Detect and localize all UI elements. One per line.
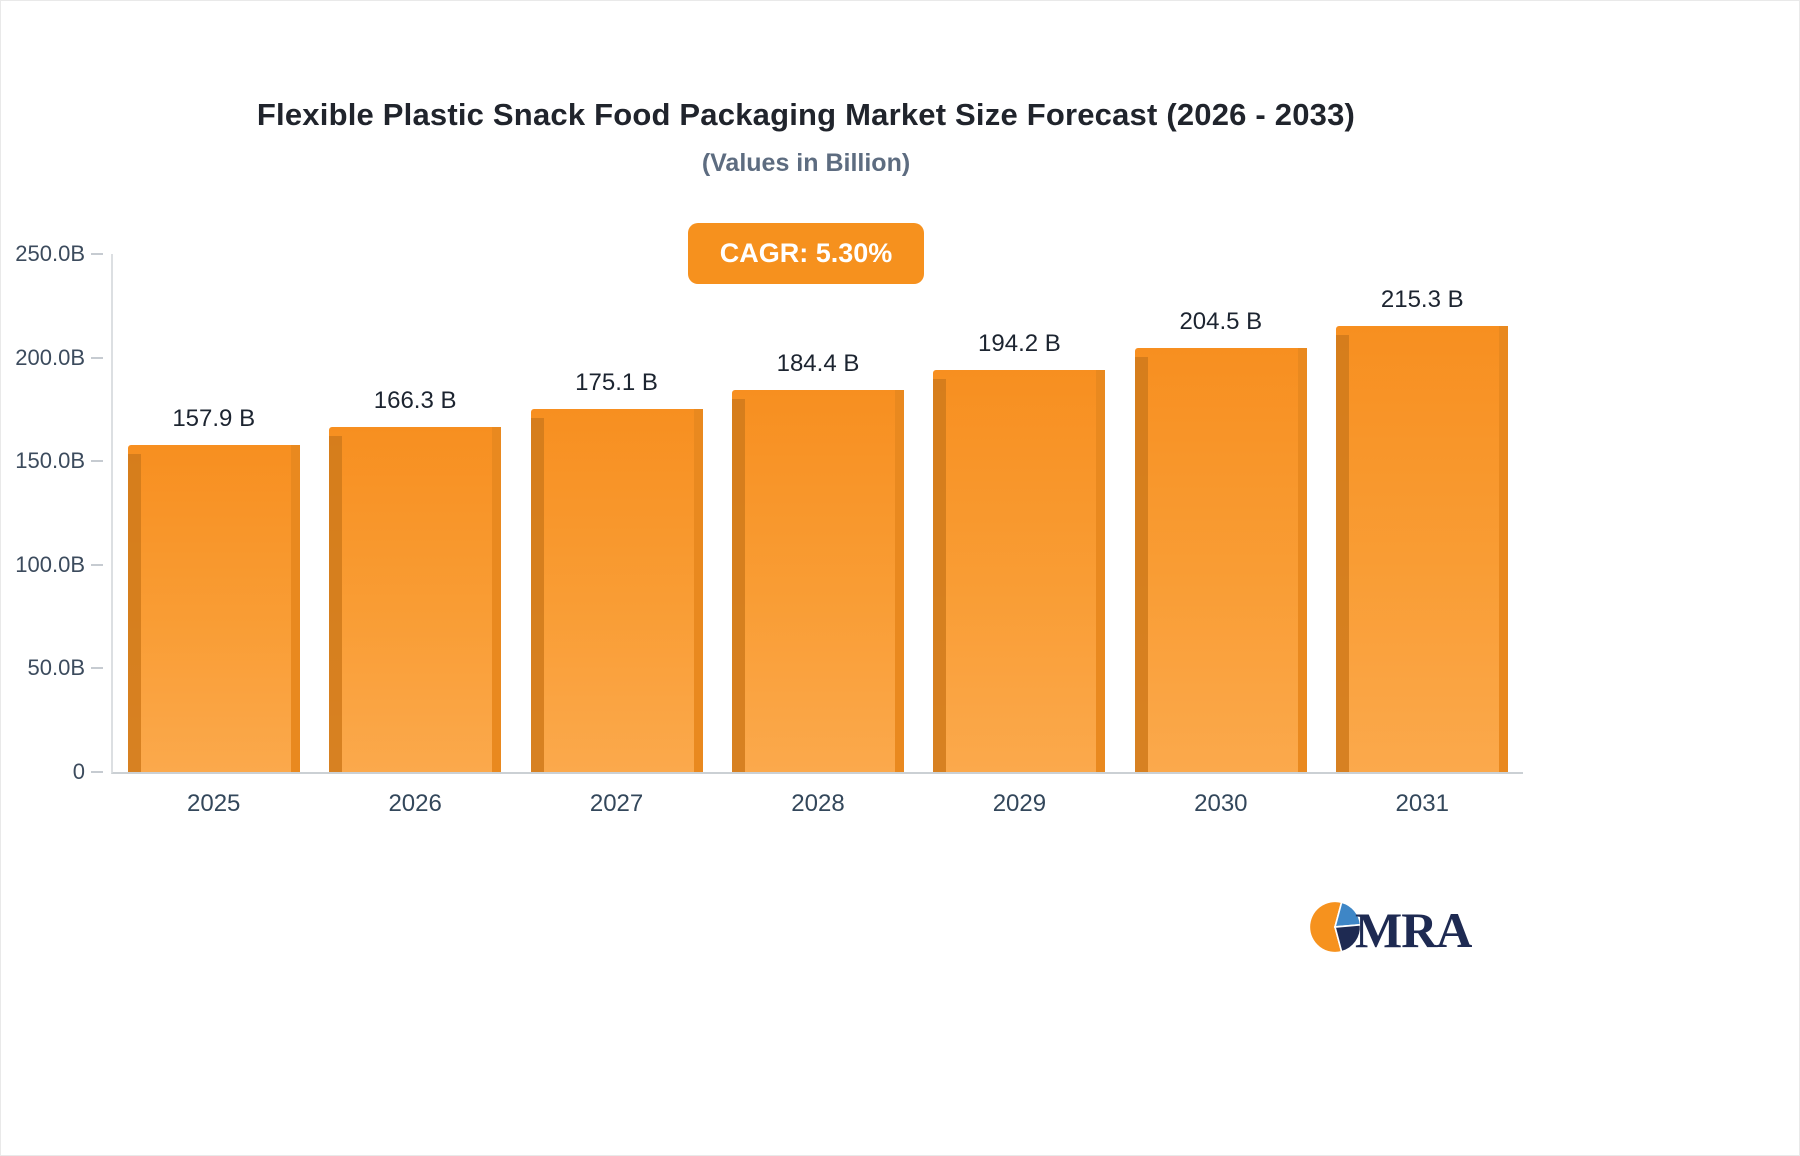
bar-side-shade-left (329, 436, 343, 772)
bar-side-shade-right (1096, 369, 1106, 772)
y-tick-mark (91, 563, 103, 566)
bar-2028: 184.4 B (731, 350, 904, 772)
chart-subtitle: (Values in Billion) (701, 149, 911, 177)
bar-slot: 204.5 B (1120, 254, 1321, 772)
bar-slot: 184.4 B (717, 254, 918, 772)
bar-side-shade-left (530, 418, 544, 772)
y-tick-mark (91, 356, 103, 359)
bar-value-label: 204.5 B (1179, 308, 1263, 336)
bar-value-label: 157.9 B (172, 404, 256, 432)
bar-side-shade-left (933, 378, 947, 772)
bar-side-shade-left (1336, 334, 1350, 772)
y-tick-mark (91, 667, 103, 670)
bar-slot: 157.9 B (113, 254, 314, 772)
logo: MRA (1307, 899, 1472, 960)
bar-value-label: 166.3 B (373, 387, 457, 415)
bar-2029: 194.2 B (933, 330, 1106, 772)
x-axis-label-2026: 2026 (388, 790, 442, 817)
bar-side-shade-right (693, 409, 703, 772)
x-axis-label-2025: 2025 (187, 790, 241, 817)
y-tick-mark (91, 771, 103, 773)
bar-side-shade-left (731, 398, 745, 772)
bar-value-label: 184.4 B (776, 349, 860, 377)
bar-slot: 175.1 B (516, 254, 717, 772)
plot-area: 250.0B 200.0B 150.0B 100.0B 50.0B 0 157.9 B 16… (15, 241, 1523, 817)
bar-slot: 194.2 B (919, 254, 1120, 772)
x-axis-labels: 2025 2026 2027 2028 2029 2030 2031 (113, 790, 1523, 818)
bar-side-shade-left (127, 453, 141, 772)
x-axis-label-2030: 2030 (1194, 790, 1248, 817)
x-axis-label-2031: 2031 (1395, 790, 1449, 817)
bar-2026: 166.3 B (329, 387, 502, 772)
bars-container: 157.9 B 166.3 B 175.1 B 184.4 B 194.2 B 204.5… (113, 254, 1523, 772)
y-tick-label: 100.0B (15, 551, 85, 577)
x-axis-label-2028: 2028 (791, 790, 845, 817)
y-tick-label: 150.0B (15, 448, 85, 474)
bar-value-label: 194.2 B (978, 329, 1061, 357)
y-tick-mark (91, 460, 103, 463)
cagr-badge: CAGR: 5.30% (687, 223, 925, 284)
bar-side-shade-right (492, 427, 502, 772)
bar-value-label: 175.1 B (575, 369, 658, 397)
bar-side-shade-right (1297, 348, 1307, 772)
bar-side-shade-right (290, 444, 300, 772)
bar-slot: 166.3 B (314, 254, 515, 772)
logo-text: MRA (1355, 901, 1472, 958)
x-axis-label-2027: 2027 (589, 790, 644, 817)
bar-2030: 204.5 B (1134, 308, 1307, 772)
chart-title: Flexible Plastic Snack Food Packaging Ma… (256, 97, 1356, 132)
bar-slot: 215.3 B (1322, 254, 1523, 772)
bar-2025: 157.9 B (127, 405, 300, 772)
y-tick-label: 0 (72, 759, 85, 784)
cagr-badge-wrap: CAGR: 5.30% (1, 223, 1611, 284)
y-tick-label: 200.0B (15, 344, 85, 370)
bar-value-label: 215.3 B (1380, 285, 1464, 313)
bar-side-shade-left (1134, 357, 1148, 772)
y-axis: 250.0B 200.0B 150.0B 100.0B 50.0B 0 (3, 241, 111, 784)
bar-side-shade-right (1499, 325, 1509, 772)
bar-2027: 175.1 B (530, 369, 703, 772)
bar-2031: 215.3 B (1336, 286, 1509, 772)
y-tick-mark (91, 253, 103, 255)
x-axis-label-2029: 2029 (992, 790, 1047, 817)
y-tick-label: 50.0B (27, 655, 86, 681)
logo-pie-icon (1307, 899, 1363, 960)
y-tick-label: 250.0B (15, 241, 85, 266)
bar-side-shade-right (894, 389, 904, 772)
